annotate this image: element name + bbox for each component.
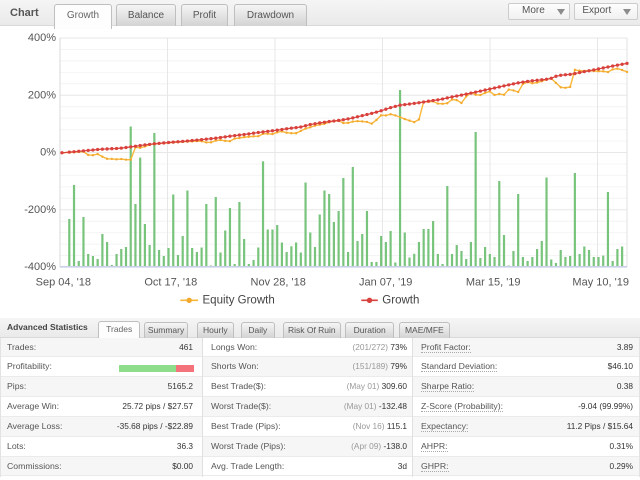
svg-text:-200%: -200% (24, 204, 56, 216)
svg-text:200%: 200% (28, 89, 56, 101)
svg-text:0%: 0% (40, 147, 56, 159)
svg-text:May 10, '19: May 10, '19 (572, 277, 629, 289)
svg-text:Oct 17, '18: Oct 17, '18 (144, 277, 197, 289)
svg-text:Equity Growth: Equity Growth (203, 294, 275, 306)
svg-text:Nov 28, '18: Nov 28, '18 (251, 277, 306, 289)
svg-text:Jan 07, '19: Jan 07, '19 (359, 277, 412, 289)
svg-text:Sep 04, '18: Sep 04, '18 (36, 277, 91, 289)
svg-text:400%: 400% (28, 32, 56, 44)
svg-text:-400%: -400% (24, 261, 56, 273)
svg-text:Growth: Growth (382, 294, 419, 306)
svg-text:Mar 15, '19: Mar 15, '19 (466, 277, 521, 289)
